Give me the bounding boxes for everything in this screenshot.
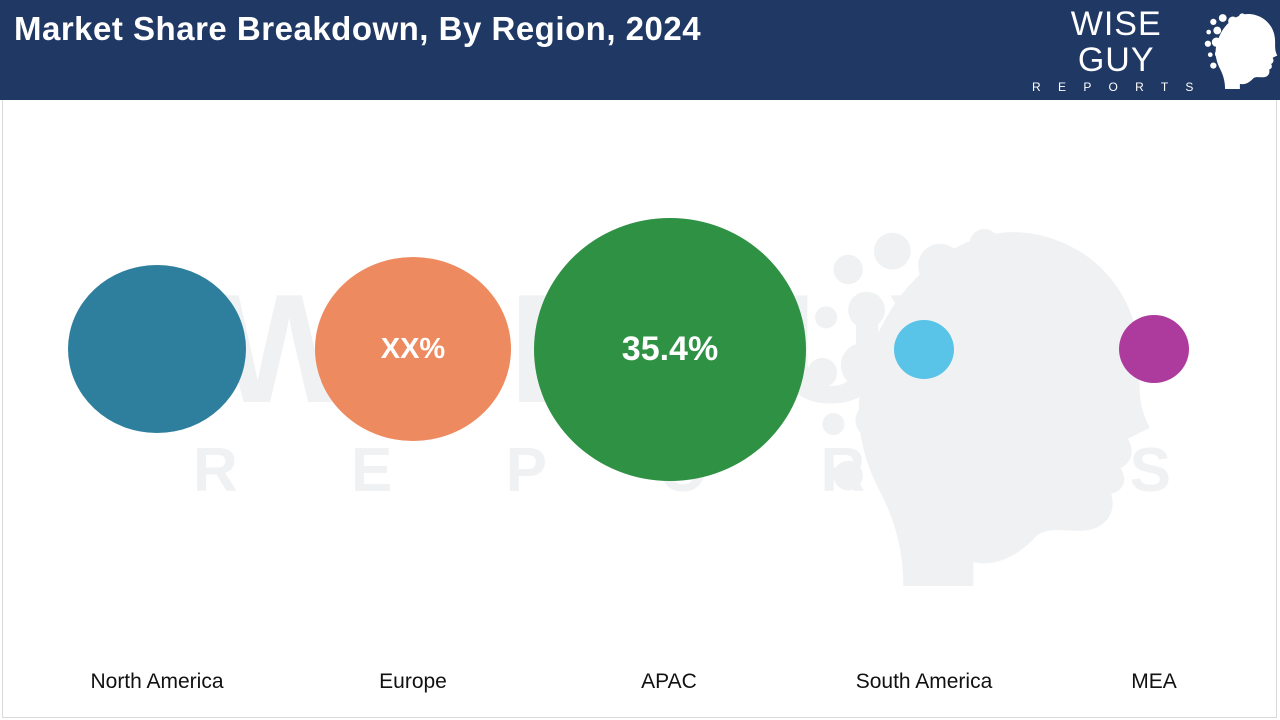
category-label-north-america: North America xyxy=(90,670,224,693)
bubble-north-america xyxy=(68,265,246,433)
wise-guy-logo: WISE GUY R E P O R T S xyxy=(1032,6,1278,94)
bubble-value-label: XX% xyxy=(380,332,446,365)
category-label-apac: APAC xyxy=(641,670,697,693)
logo-subname: R E P O R T S xyxy=(1032,80,1201,94)
bubble-south-america xyxy=(894,320,954,379)
logo-text: WISE GUY R E P O R T S xyxy=(1032,6,1200,94)
category-label-mea: MEA xyxy=(1131,670,1177,693)
bubble-mea xyxy=(1119,315,1189,383)
category-label-europe: Europe xyxy=(379,670,447,693)
header-bar: Market Share Breakdown, By Region, 2024 … xyxy=(0,0,1280,100)
bubble-chart: WISE GUY R E P O R T S XX% 35.4% North A… xyxy=(2,100,1277,718)
watermark-face-icon xyxy=(807,229,1150,586)
dotted-face-logo-icon xyxy=(1205,13,1278,89)
category-label-south-america: South America xyxy=(855,670,993,693)
bubble-europe: XX% xyxy=(315,257,511,441)
page-title: Market Share Breakdown, By Region, 2024 xyxy=(14,10,702,47)
logo-name: WISE GUY xyxy=(1070,5,1162,79)
bubble-value-label: 35.4% xyxy=(621,330,719,368)
bubble-apac: 35.4% xyxy=(534,218,806,481)
